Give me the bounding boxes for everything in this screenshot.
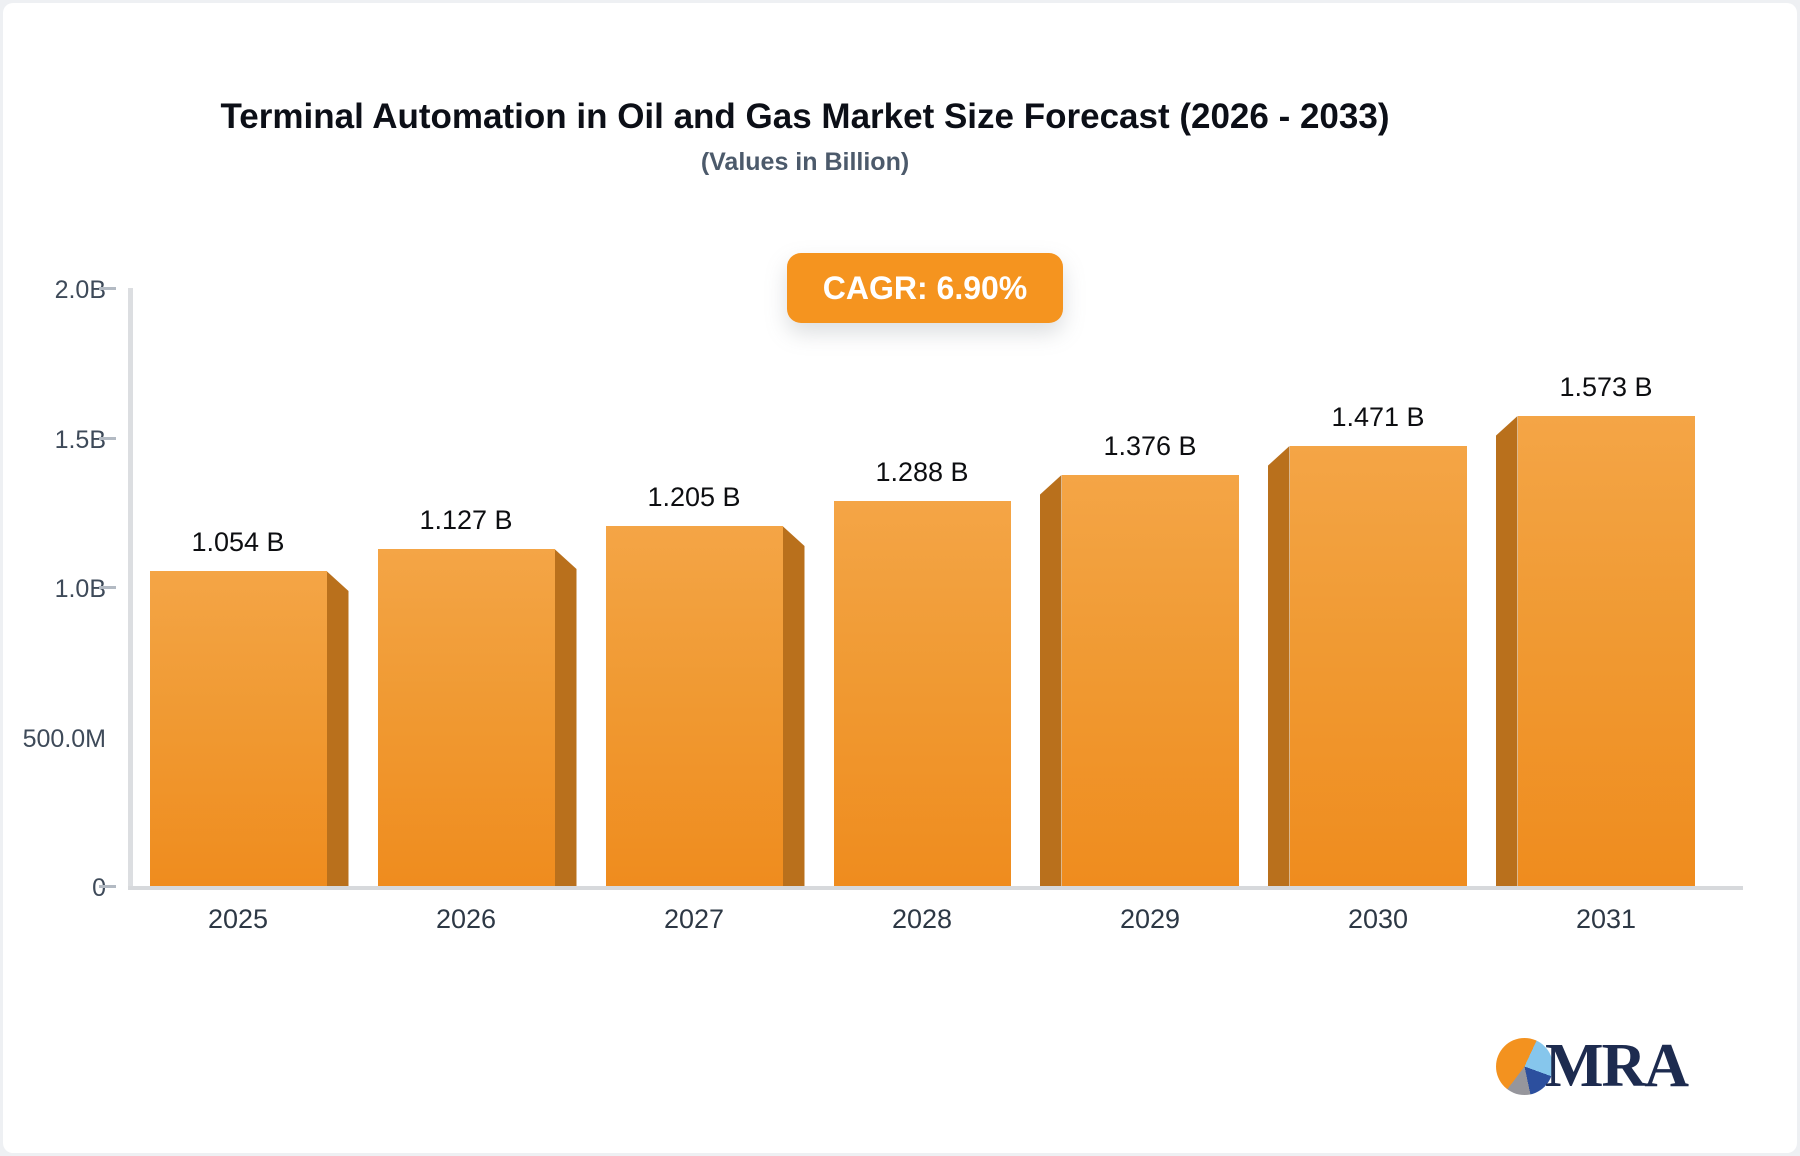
y-axis-tick-mark (99, 436, 116, 440)
x-axis-label: 2025 (207, 904, 269, 934)
logo-text: MRA (1545, 1032, 1689, 1100)
y-axis-tick-mark (99, 287, 116, 290)
bar-3d-side (1039, 475, 1062, 886)
bar-2031[interactable] (1517, 416, 1695, 886)
x-axis-label: 2028 (891, 904, 953, 934)
chart-title: Terminal Automation in Oil and Gas Marke… (220, 97, 1390, 136)
bar-value-label: 1.471 B (1331, 402, 1425, 432)
bar-value-label: 1.054 B (191, 527, 285, 557)
bar-3d-side (782, 526, 805, 886)
brand-logo: MRA (1496, 1032, 1689, 1100)
bar-value-label: 1.288 B (875, 457, 969, 487)
cagr-badge-label: CAGR: 6.90% (822, 269, 1028, 306)
y-axis-line (128, 288, 133, 890)
x-axis-label: 2029 (1119, 904, 1181, 934)
y-axis-tick-label: 500.0M (22, 724, 106, 753)
x-axis-label: 2030 (1347, 904, 1409, 934)
bar-value-label: 1.205 B (647, 482, 741, 512)
bar-value-label: 1.376 B (1103, 431, 1197, 461)
cagr-badge: CAGR: 6.90% (787, 253, 1063, 323)
bar-2027[interactable] (605, 526, 783, 886)
pie-chart-icon (1496, 1038, 1553, 1095)
x-axis-line (128, 886, 1743, 890)
chart-subtitle: (Values in Billion) (700, 148, 910, 176)
bar-2026[interactable] (377, 549, 555, 886)
bar-2030[interactable] (1289, 446, 1467, 886)
bar-3d-side (1495, 416, 1518, 886)
x-axis-label: 2027 (663, 904, 725, 934)
y-axis-tick-label: 2.0B (54, 276, 106, 304)
y-axis-tick-mark (99, 586, 116, 589)
bar-value-label: 1.127 B (419, 505, 513, 535)
y-axis-tick-label: 1.0B (54, 575, 106, 603)
x-axis-label: 2026 (435, 904, 497, 934)
y-axis-tick-mark (99, 885, 116, 888)
bar-3d-side (554, 549, 577, 886)
y-axis-tick-label: 0 (92, 874, 106, 902)
bar-3d-side (1267, 446, 1290, 886)
bar-2029[interactable] (1061, 475, 1239, 886)
bar-2028[interactable] (833, 501, 1011, 886)
bar-2025[interactable] (149, 571, 327, 886)
y-axis-tick-label: 1.5B (54, 425, 106, 454)
bar-value-label: 1.573 B (1559, 372, 1653, 402)
x-axis-label: 2031 (1575, 904, 1637, 934)
bar-3d-side (326, 571, 349, 886)
